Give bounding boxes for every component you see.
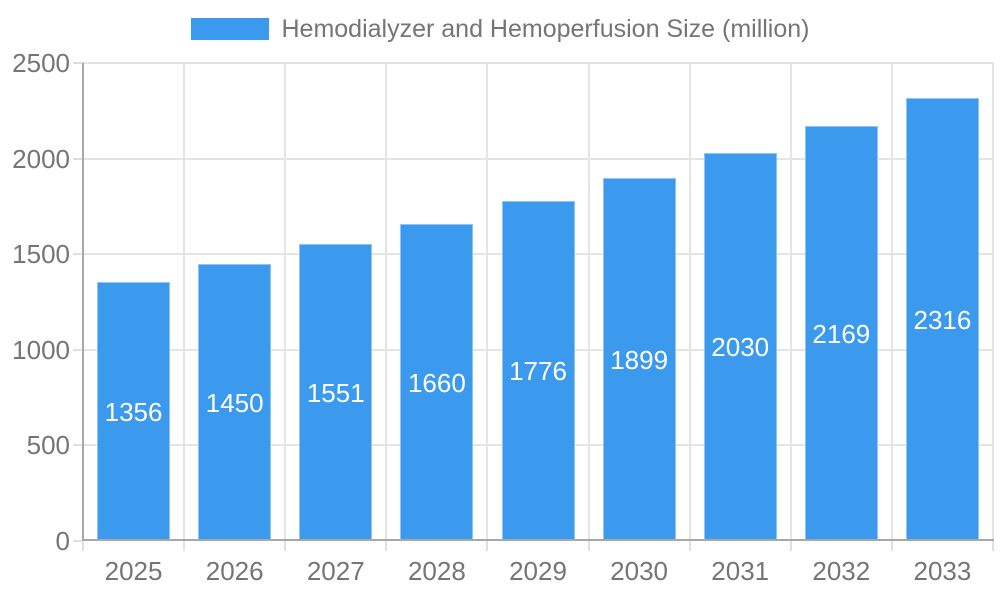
- gridline-vertical: [588, 63, 590, 541]
- bar-2028[interactable]: 1660: [400, 224, 474, 541]
- bar-value-label: 1660: [407, 367, 466, 398]
- gridline-vertical: [385, 63, 387, 541]
- x-axis-tick: [82, 541, 84, 551]
- x-axis-label-2032: 2032: [812, 556, 871, 586]
- bar-2029[interactable]: 1776: [501, 201, 575, 541]
- x-axis-tick: [183, 541, 186, 551]
- bar-2025[interactable]: 1356: [97, 282, 171, 541]
- y-axis-tick: [73, 157, 83, 160]
- bar-value-label: 2030: [711, 332, 770, 362]
- y-axis-tick: [73, 348, 83, 351]
- bar-value-label: 2316: [913, 304, 972, 335]
- y-axis-label: 2500: [12, 48, 70, 78]
- gridline-horizontal: [83, 62, 993, 64]
- x-axis-tick: [688, 541, 691, 551]
- bar-value-label: 2169: [812, 318, 871, 349]
- bar-value-label: 1899: [610, 344, 669, 375]
- x-axis-tick: [890, 541, 893, 551]
- legend-label: Hemodialyzer and Hemoperfusion Size (mil…: [281, 14, 810, 43]
- bar-2030[interactable]: 1899: [602, 178, 676, 541]
- y-axis-tick: [73, 62, 83, 64]
- gridline-vertical: [891, 63, 893, 541]
- y-axis-tick: [73, 253, 83, 256]
- x-axis-line: [82, 539, 994, 541]
- bar-value-label: 1450: [205, 387, 264, 418]
- bar-value-label: 1776: [509, 356, 567, 386]
- bar-2032[interactable]: 2169: [804, 126, 878, 541]
- bar-2027[interactable]: 1551: [299, 244, 373, 541]
- x-axis-label-2025: 2025: [104, 556, 163, 586]
- x-axis-label-2027: 2027: [306, 556, 365, 586]
- bar-2031[interactable]: 2030: [703, 153, 777, 541]
- x-axis-tick: [587, 541, 590, 551]
- x-axis-label-2028: 2028: [407, 556, 466, 586]
- gridline-vertical: [992, 63, 994, 541]
- gridline-vertical: [183, 63, 185, 541]
- x-axis-label-2030: 2030: [610, 556, 669, 586]
- x-axis-tick: [385, 541, 388, 551]
- x-axis-tick: [992, 541, 994, 551]
- bar-2033[interactable]: 2316: [905, 98, 979, 541]
- x-axis-tick: [284, 541, 287, 551]
- plot-area: 1356 1450 1551 1660 1776 1899 2030 2169 2316: [83, 62, 994, 541]
- y-axis-label: 1500: [12, 239, 70, 270]
- x-axis-label-2031: 2031: [711, 556, 770, 586]
- y-axis-label: 500: [26, 430, 70, 461]
- y-axis-line: [82, 63, 84, 541]
- x-axis-tick: [486, 541, 489, 551]
- y-axis-tick: [73, 444, 83, 447]
- legend[interactable]: Hemodialyzer and Hemoperfusion Size (mil…: [0, 12, 1000, 46]
- bar-2026[interactable]: 1450: [198, 264, 272, 541]
- gridline-horizontal: [83, 158, 993, 160]
- x-axis-label-2029: 2029: [509, 556, 567, 586]
- bar-value-label: 1551: [306, 377, 365, 408]
- gridline-vertical: [486, 63, 488, 541]
- bar-value-label: 1356: [104, 396, 163, 427]
- gridline-vertical: [790, 63, 792, 541]
- y-axis-tick: [73, 540, 83, 542]
- y-axis-label: 2000: [12, 143, 70, 174]
- x-axis-tick: [789, 541, 792, 551]
- y-axis-label: 1000: [12, 334, 70, 365]
- gridline-vertical: [689, 63, 691, 541]
- x-axis-label-2033: 2033: [913, 556, 972, 586]
- y-axis-label: 0: [55, 526, 70, 556]
- x-axis-label-2026: 2026: [205, 556, 264, 586]
- gridline-vertical: [284, 63, 286, 541]
- legend-swatch: [190, 18, 269, 40]
